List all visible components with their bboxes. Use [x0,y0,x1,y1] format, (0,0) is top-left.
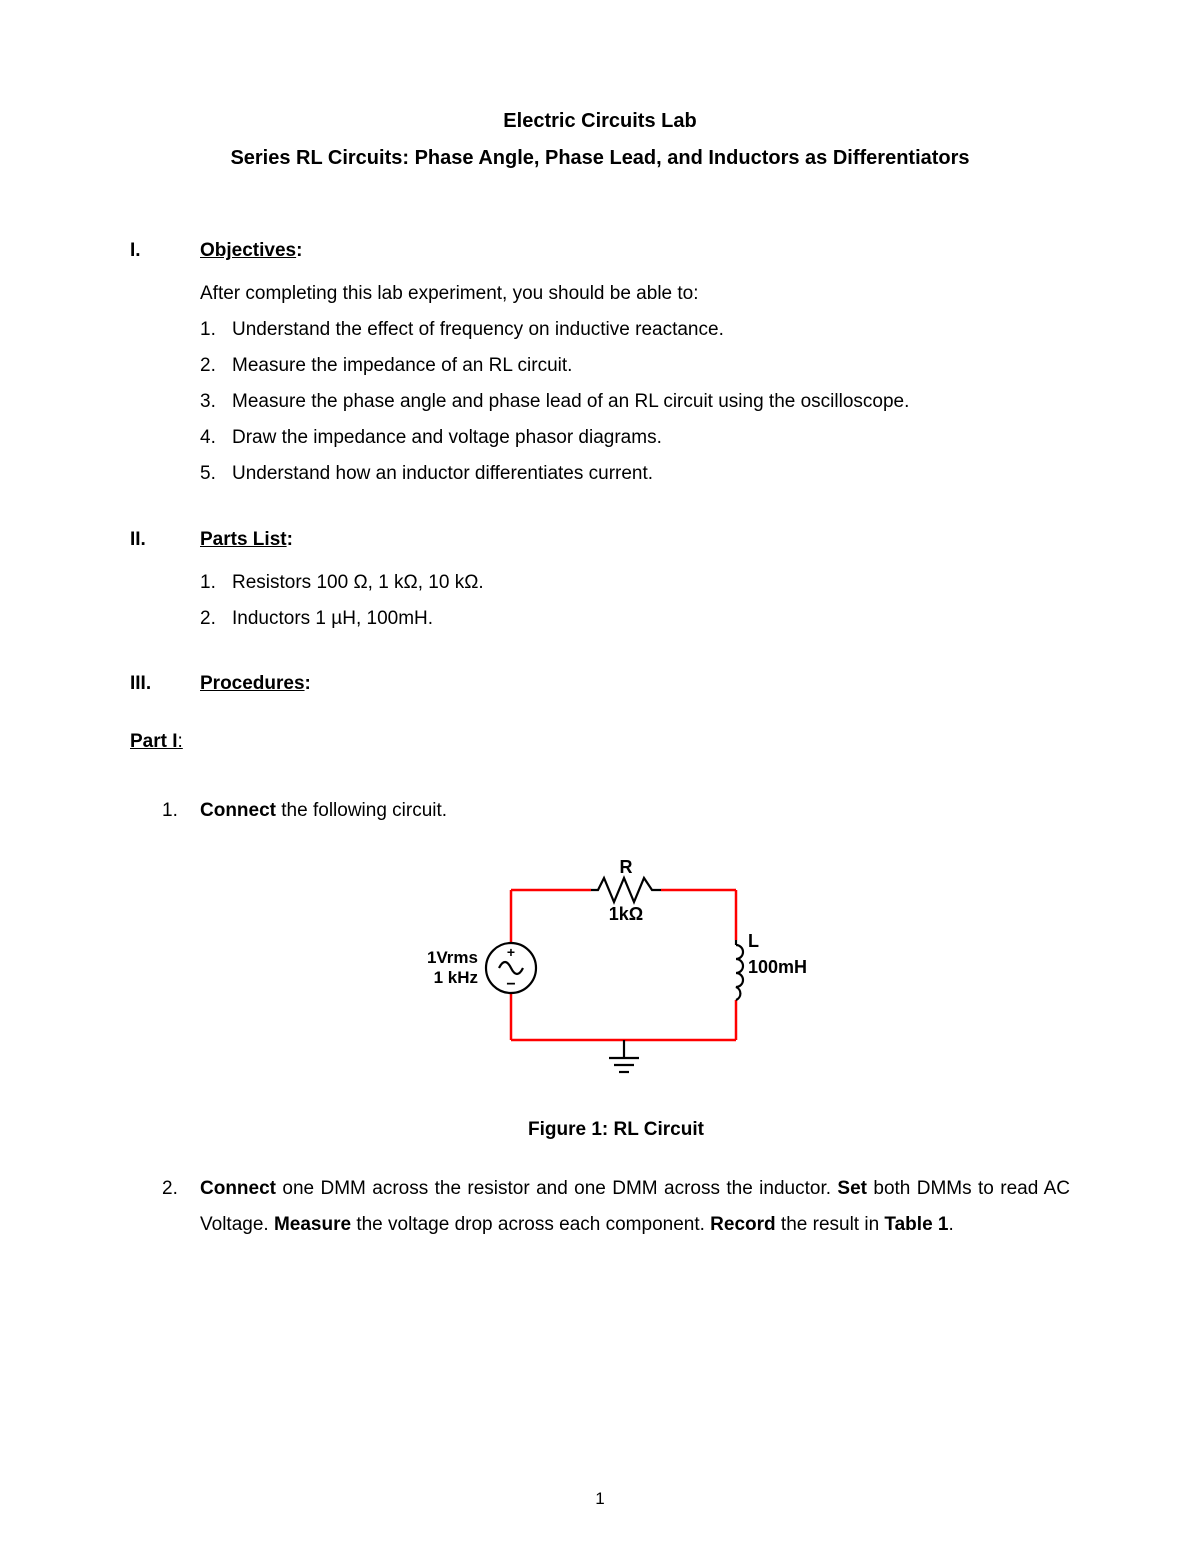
step-text: the following circuit. [276,800,447,821]
parts-item: Resistors 100 Ω, 1 kΩ, 10 kΩ. [232,565,1070,601]
list-number: 3. [200,384,232,420]
colon: : [305,673,311,694]
bold-word: Set [837,1178,867,1199]
title-block: Electric Circuits Lab Series RL Circuits… [130,110,1070,170]
figure1: R 1kΩ L 100mH + − 1Vrms 1 kHz [162,845,1070,1141]
procedure-step: 2. Connect one DMM across the resistor a… [162,1171,1070,1243]
list-number: 5. [200,456,232,492]
procedures-section: III. Procedures: [130,673,1070,695]
parts-item: Inductors 1 µH, 100mH. [232,601,1070,637]
figure1-caption: Figure 1: RL Circuit [162,1119,1070,1141]
src-freq: 1 kHz [434,968,478,987]
colon: : [287,529,293,550]
l-value: 100mH [748,957,806,977]
main-title: Electric Circuits Lab [130,110,1070,133]
objective-item: Draw the impedance and voltage phasor di… [232,420,1070,456]
step-text: the voltage drop across each component. [351,1214,710,1235]
procedures-heading: Procedures [200,673,305,694]
objectives-intro: After completing this lab experiment, yo… [200,276,1070,312]
list-number: 2. [200,348,232,384]
step-number: 1. [162,793,200,829]
parts-list: 1.Resistors 100 Ω, 1 kΩ, 10 kΩ. 2.Induct… [200,565,1070,637]
objectives-roman: I. [130,240,200,262]
parts-heading: Parts List [200,529,287,550]
r-value: 1kΩ [609,904,643,924]
r-label: R [620,857,633,877]
objective-item: Measure the impedance of an RL circuit. [232,348,1070,384]
objectives-list: 1.Understand the effect of frequency on … [200,312,1070,492]
objective-item: Understand the effect of frequency on in… [232,312,1070,348]
step-text: one DMM across the resistor and one DMM … [276,1178,837,1199]
bold-word: Connect [200,800,276,821]
list-number: 1. [200,565,232,601]
page-number: 1 [595,1489,604,1509]
bold-word: Record [710,1214,775,1235]
l-label: L [748,931,759,951]
src-voltage: 1Vrms [427,948,478,967]
step-number: 2. [162,1171,200,1243]
bold-word: Table 1 [884,1214,948,1235]
list-number: 1. [200,312,232,348]
rl-circuit-diagram: R 1kΩ L 100mH + − 1Vrms 1 kHz [426,845,806,1095]
procedures-roman: III. [130,673,200,695]
objectives-heading: Objectives [200,240,296,261]
list-number: 2. [200,601,232,637]
list-number: 4. [200,420,232,456]
step-text: . [948,1214,953,1235]
part1-block: Part I: 1. Connect the following circuit… [130,731,1070,1243]
part1-label: Part I [130,731,178,752]
parts-section: II. Parts List: 1.Resistors 100 Ω, 1 kΩ,… [130,529,1070,637]
plus-symbol: + [507,944,515,960]
minus-symbol: − [506,976,515,993]
bold-word: Measure [274,1214,351,1235]
objective-item: Measure the phase angle and phase lead o… [232,384,1070,420]
bold-word: Connect [200,1178,276,1199]
sub-title: Series RL Circuits: Phase Angle, Phase L… [130,147,1070,170]
objective-item: Understand how an inductor differentiate… [232,456,1070,492]
procedure-step: 1. Connect the following circuit. [162,793,1070,829]
parts-roman: II. [130,529,200,551]
colon: : [296,240,302,261]
step-text: the result in [776,1214,885,1235]
objectives-section: I. Objectives: After completing this lab… [130,240,1070,493]
